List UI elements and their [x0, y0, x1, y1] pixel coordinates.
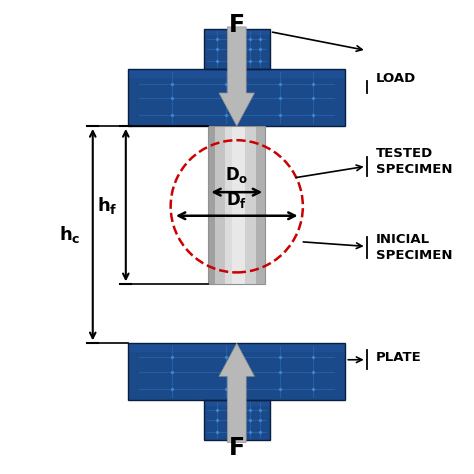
Text: TESTED
SPECIMEN: TESTED SPECIMEN: [376, 147, 453, 176]
Bar: [204, 29, 270, 69]
Bar: [128, 343, 346, 400]
Text: $\mathbf{h_c}$: $\mathbf{h_c}$: [59, 224, 81, 245]
Text: F: F: [228, 436, 245, 460]
Text: $\mathbf{h_f}$: $\mathbf{h_f}$: [97, 195, 117, 216]
Bar: [128, 69, 346, 78]
Bar: [215, 126, 226, 284]
Bar: [128, 343, 346, 400]
Bar: [209, 126, 215, 284]
FancyArrow shape: [219, 27, 255, 126]
Bar: [226, 126, 247, 284]
Bar: [245, 126, 256, 284]
Text: LOAD: LOAD: [376, 73, 416, 85]
Bar: [204, 29, 270, 35]
Bar: [128, 343, 346, 352]
Bar: [204, 400, 270, 440]
Bar: [204, 29, 270, 69]
Bar: [204, 400, 270, 406]
Text: $\mathbf{D_f}$: $\mathbf{D_f}$: [226, 190, 247, 210]
Bar: [128, 69, 346, 126]
Bar: [204, 400, 270, 440]
FancyArrow shape: [219, 343, 255, 442]
Text: F: F: [228, 13, 245, 37]
Bar: [209, 126, 265, 284]
Text: $\mathbf{D_o}$: $\mathbf{D_o}$: [225, 165, 248, 185]
Bar: [128, 69, 346, 126]
Bar: [209, 126, 265, 284]
Text: PLATE: PLATE: [376, 351, 422, 364]
Bar: [256, 126, 265, 284]
Bar: [232, 126, 245, 284]
Text: INICIAL
SPECIMEN: INICIAL SPECIMEN: [376, 233, 453, 262]
